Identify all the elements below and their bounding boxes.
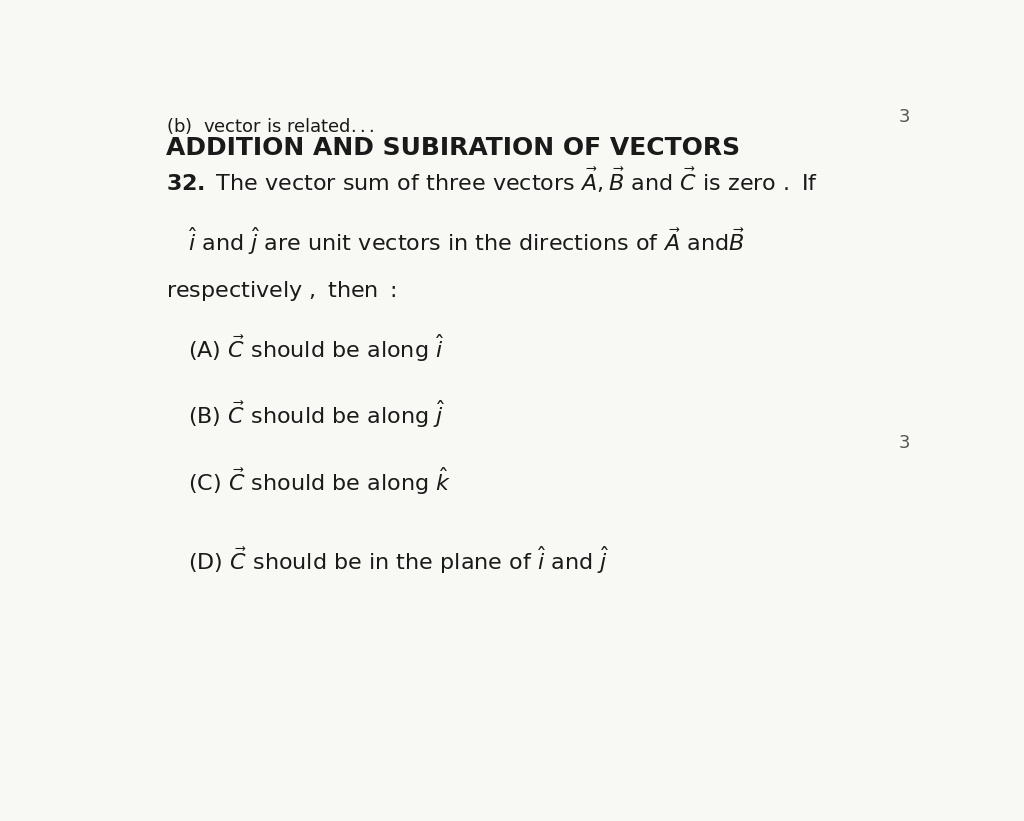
Text: $\mathrm{(A)}\ \vec{C}\ \mathrm{should\ be\ along\ }\hat{i}$: $\mathrm{(A)}\ \vec{C}\ \mathrm{should\ … (187, 333, 444, 365)
Text: $\mathbf{32.}\;\mathrm{The\ vector\ sum\ of\ three\ vectors\ }\vec{A},\vec{B}\ma: $\mathbf{32.}\;\mathrm{The\ vector\ sum\… (166, 166, 818, 195)
Text: 3: 3 (898, 434, 909, 452)
Text: $\mathrm{(b)\ \ vector\ is\ related...}$: $\mathrm{(b)\ \ vector\ is\ related...}$ (166, 117, 375, 136)
Text: $\mathrm{(D)}\ \vec{C}\ \mathrm{should\ be\ in\ the\ plane\ of\ }\hat{i}\mathrm{: $\mathrm{(D)}\ \vec{C}\ \mathrm{should\ … (187, 544, 609, 576)
Text: $\mathrm{(C)}\ \vec{C}\ \mathrm{should\ be\ along\ }\hat{k}$: $\mathrm{(C)}\ \vec{C}\ \mathrm{should\ … (187, 465, 451, 497)
Text: $\mathrm{respectively\ ,\ then\ :}$: $\mathrm{respectively\ ,\ then\ :}$ (166, 279, 396, 303)
Text: ADDITION AND SUBIRATION OF VECTORS: ADDITION AND SUBIRATION OF VECTORS (166, 136, 740, 160)
Text: $\hat{i}\mathrm{\ and\ }\hat{j}\mathrm{\ are\ unit\ vectors\ in\ the\ directions: $\hat{i}\mathrm{\ and\ }\hat{j}\mathrm{\… (187, 225, 744, 257)
Text: $\mathrm{(B)}\ \vec{C}\ \mathrm{should\ be\ along\ }\hat{j}$: $\mathrm{(B)}\ \vec{C}\ \mathrm{should\ … (187, 399, 444, 430)
Text: 3: 3 (898, 108, 909, 126)
